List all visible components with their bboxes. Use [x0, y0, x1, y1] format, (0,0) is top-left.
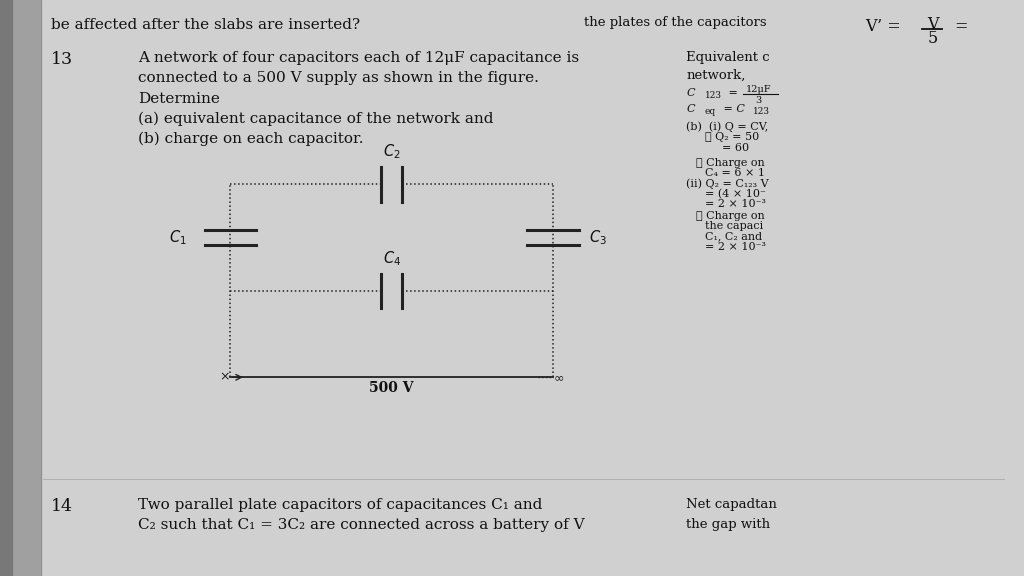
Text: C₁, C₂ and: C₁, C₂ and	[705, 232, 762, 241]
Text: 13: 13	[51, 51, 74, 68]
Text: 123: 123	[705, 91, 722, 100]
Text: A network of four capacitors each of 12μF capacitance is: A network of four capacitors each of 12μ…	[138, 51, 580, 65]
Text: Equivalent c: Equivalent c	[686, 51, 770, 64]
Text: $C_4$: $C_4$	[383, 249, 400, 268]
Text: ×: ×	[219, 371, 229, 384]
Text: =: =	[725, 88, 738, 98]
Text: 14: 14	[51, 498, 73, 516]
Text: the capaci: the capaci	[705, 221, 763, 231]
Text: eq: eq	[705, 107, 716, 116]
Text: 3: 3	[756, 96, 762, 105]
Text: = C: = C	[720, 104, 744, 113]
Text: (a) equivalent capacitance of the network and: (a) equivalent capacitance of the networ…	[138, 112, 494, 126]
Text: ∞: ∞	[554, 371, 564, 384]
Bar	[0, 0, 41, 576]
Text: V’ =: V’ =	[865, 18, 901, 36]
Text: Net capadtan: Net capadtan	[686, 498, 777, 511]
Text: (b) charge on each capacitor.: (b) charge on each capacitor.	[138, 131, 364, 146]
Text: 5: 5	[928, 30, 938, 47]
Text: = (4 × 10⁻: = (4 × 10⁻	[705, 189, 765, 199]
Text: Determine: Determine	[138, 92, 220, 106]
Text: connected to a 500 V supply as shown in the figure.: connected to a 500 V supply as shown in …	[138, 71, 539, 85]
Text: C₄ = 6 × 1: C₄ = 6 × 1	[705, 168, 765, 178]
Text: C: C	[686, 104, 694, 113]
Text: = 60: = 60	[722, 143, 749, 153]
Text: network,: network,	[686, 69, 745, 82]
Text: = 2 × 10⁻³: = 2 × 10⁻³	[705, 199, 766, 209]
Text: $C_2$: $C_2$	[383, 143, 400, 161]
Text: ∴ Charge on: ∴ Charge on	[696, 211, 765, 221]
Text: C: C	[686, 88, 694, 98]
Text: ∴ Charge on: ∴ Charge on	[696, 158, 765, 168]
Text: 123: 123	[753, 107, 770, 116]
Text: be affected after the slabs are inserted?: be affected after the slabs are inserted…	[51, 18, 360, 32]
Text: 500 V: 500 V	[370, 381, 414, 395]
Text: the gap with: the gap with	[686, 518, 770, 532]
Text: =: =	[954, 18, 968, 36]
Text: $C_3$: $C_3$	[589, 228, 606, 247]
Text: V: V	[927, 16, 938, 33]
Text: = 2 × 10⁻³: = 2 × 10⁻³	[705, 242, 766, 252]
Text: $C_1$: $C_1$	[169, 228, 186, 247]
Text: (ii) Q₂ = C₁₂₃ V: (ii) Q₂ = C₁₂₃ V	[686, 179, 769, 189]
Text: C₂ such that C₁ = 3C₂ are connected across a battery of V: C₂ such that C₁ = 3C₂ are connected acro…	[138, 518, 585, 532]
Text: the plates of the capacitors: the plates of the capacitors	[584, 16, 766, 29]
Text: 12μF: 12μF	[745, 85, 771, 94]
Text: Two parallel plate capacitors of capacitances C₁ and: Two parallel plate capacitors of capacit…	[138, 498, 543, 512]
Text: ∴ Q₂ = 50: ∴ Q₂ = 50	[705, 132, 759, 142]
Text: (b)  (i) Q = CV,: (b) (i) Q = CV,	[686, 121, 768, 131]
Bar	[0, 0, 12, 576]
